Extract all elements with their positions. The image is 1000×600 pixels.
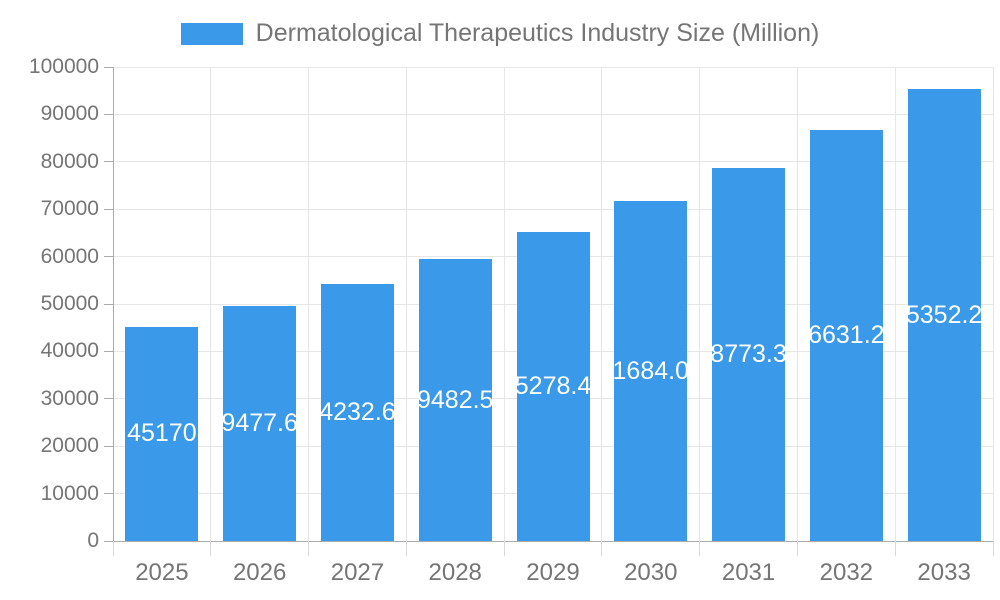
y-tick-label: 100000 xyxy=(28,55,99,78)
y-tick xyxy=(104,113,113,115)
x-gridline xyxy=(699,67,701,541)
y-tick-label: 10000 xyxy=(40,481,99,505)
bar-2028[interactable]: 59482.53 xyxy=(418,259,492,541)
bar-2030[interactable]: 71684.08 xyxy=(614,201,688,541)
y-axis-line xyxy=(112,67,114,541)
x-tick-label: 2027 xyxy=(330,559,385,586)
bar-2029[interactable]: 65278.45 xyxy=(516,231,590,541)
y-tick xyxy=(104,445,113,447)
x-tick-label: 2026 xyxy=(232,559,287,586)
x-tick xyxy=(503,541,505,556)
x-tick xyxy=(308,541,310,556)
bar-value-label: 45170 xyxy=(127,419,197,448)
y-tick xyxy=(104,540,113,542)
x-tick xyxy=(112,541,114,556)
y-tick-label: 50000 xyxy=(40,292,99,315)
x-tick-label: 2025 xyxy=(135,559,189,586)
x-tick xyxy=(601,541,603,556)
bar-2031[interactable]: 78773.37 xyxy=(712,167,786,541)
y-tick-label: 70000 xyxy=(40,197,99,221)
bar-2032[interactable]: 86631.22 xyxy=(809,130,883,541)
bar-2033[interactable]: 95352.25 xyxy=(907,89,981,541)
x-gridline xyxy=(503,67,505,541)
bar-value-label: 65278.45 xyxy=(516,371,590,400)
bar-2027[interactable]: 54232.66 xyxy=(320,283,394,541)
x-tick-label: 2029 xyxy=(526,559,580,586)
y-tick xyxy=(104,256,113,258)
y-gridline xyxy=(113,113,993,115)
bar-value-label: 54232.66 xyxy=(320,397,394,426)
x-tick-label: 2031 xyxy=(721,559,776,586)
bar-value-label: 78773.37 xyxy=(712,339,786,368)
x-tick-label: 2030 xyxy=(624,559,678,586)
bar-value-label: 71684.08 xyxy=(614,356,688,385)
y-tick xyxy=(104,398,113,400)
y-gridline xyxy=(113,208,993,210)
y-tick xyxy=(104,493,113,495)
bar-value-label: 95352.25 xyxy=(907,300,981,329)
y-tick-label: 80000 xyxy=(40,149,99,173)
x-gridline xyxy=(796,67,798,541)
y-tick-label: 0 xyxy=(87,529,99,552)
y-tick xyxy=(104,66,113,68)
x-gridline xyxy=(308,67,310,541)
x-tick xyxy=(992,541,994,556)
y-gridline xyxy=(113,66,993,68)
y-tick xyxy=(104,161,113,163)
legend-label: Dermatological Therapeutics Industry Siz… xyxy=(255,19,820,47)
x-tick xyxy=(699,541,701,556)
bar-2026[interactable]: 49477.66 xyxy=(223,306,297,541)
bar-value-label: 59482.53 xyxy=(418,385,492,414)
x-tick-label: 2032 xyxy=(819,559,874,586)
x-tick xyxy=(210,541,212,556)
y-tick xyxy=(104,208,113,210)
y-tick-label: 40000 xyxy=(40,339,99,363)
x-gridline xyxy=(601,67,603,541)
x-tick xyxy=(796,541,798,556)
x-gridline xyxy=(210,67,212,541)
x-gridline xyxy=(405,67,407,541)
y-tick-label: 90000 xyxy=(40,102,99,126)
y-gridline xyxy=(113,161,993,163)
x-tick xyxy=(894,541,896,556)
y-tick xyxy=(104,350,113,352)
x-gridline xyxy=(992,67,994,541)
x-gridline xyxy=(894,67,896,541)
y-tick-label: 30000 xyxy=(40,386,99,410)
x-tick-label: 2028 xyxy=(428,559,482,586)
bar-value-label: 86631.22 xyxy=(809,321,883,350)
legend-swatch-icon xyxy=(180,22,243,45)
x-tick-label: 2033 xyxy=(917,559,971,586)
x-axis-line xyxy=(113,540,993,542)
legend[interactable]: Dermatological Therapeutics Industry Siz… xyxy=(0,19,1000,48)
bar-2025[interactable]: 45170 xyxy=(125,326,199,541)
x-tick xyxy=(405,541,407,556)
y-tick-label: 60000 xyxy=(40,244,99,268)
bar-value-label: 49477.66 xyxy=(223,409,297,438)
y-tick-label: 20000 xyxy=(40,434,99,458)
y-tick xyxy=(104,303,113,305)
